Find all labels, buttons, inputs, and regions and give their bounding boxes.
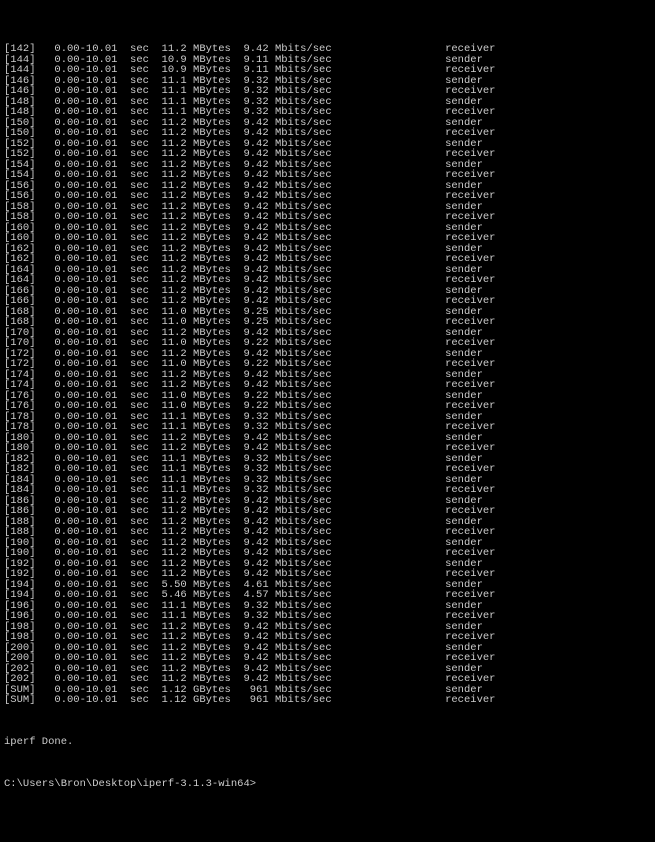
output-row: [182] 0.00-10.01 sec 11.1 MBytes 9.32 Mb…: [4, 464, 651, 475]
output-row: [190] 0.00-10.01 sec 11.2 MBytes 9.42 Mb…: [4, 548, 651, 559]
output-row: [192] 0.00-10.01 sec 11.2 MBytes 9.42 Mb…: [4, 569, 651, 580]
output-row: [176] 0.00-10.01 sec 11.0 MBytes 9.22 Mb…: [4, 401, 651, 412]
output-row: [166] 0.00-10.01 sec 11.2 MBytes 9.42 Mb…: [4, 296, 651, 307]
output-row: [200] 0.00-10.01 sec 11.2 MBytes 9.42 Mb…: [4, 653, 651, 664]
output-row: [172] 0.00-10.01 sec 11.0 MBytes 9.22 Mb…: [4, 359, 651, 370]
output-row: [160] 0.00-10.01 sec 11.2 MBytes 9.42 Mb…: [4, 233, 651, 244]
output-row: [188] 0.00-10.01 sec 11.2 MBytes 9.42 Mb…: [4, 527, 651, 538]
terminal-output: [142] 0.00-10.01 sec 11.2 MBytes 9.42 Mb…: [4, 44, 651, 706]
output-row: [150] 0.00-10.01 sec 11.2 MBytes 9.42 Mb…: [4, 128, 651, 139]
output-row: [154] 0.00-10.01 sec 11.2 MBytes 9.42 Mb…: [4, 170, 651, 181]
output-row: [152] 0.00-10.01 sec 11.2 MBytes 9.42 Mb…: [4, 149, 651, 160]
output-row: [168] 0.00-10.01 sec 11.0 MBytes 9.25 Mb…: [4, 317, 651, 328]
output-row: [156] 0.00-10.01 sec 11.2 MBytes 9.42 Mb…: [4, 191, 651, 202]
output-row: [144] 0.00-10.01 sec 10.9 MBytes 9.11 Mb…: [4, 65, 651, 76]
output-row: [180] 0.00-10.01 sec 11.2 MBytes 9.42 Mb…: [4, 443, 651, 454]
output-row: [196] 0.00-10.01 sec 11.1 MBytes 9.32 Mb…: [4, 611, 651, 622]
output-row: [164] 0.00-10.01 sec 11.2 MBytes 9.42 Mb…: [4, 275, 651, 286]
output-row: [158] 0.00-10.01 sec 11.2 MBytes 9.42 Mb…: [4, 212, 651, 223]
output-row: [146] 0.00-10.01 sec 11.1 MBytes 9.32 Mb…: [4, 86, 651, 97]
iperf-done-message: iperf Done.: [4, 737, 651, 748]
output-row: [170] 0.00-10.01 sec 11.0 MBytes 9.22 Mb…: [4, 338, 651, 349]
command-prompt[interactable]: C:\Users\Bron\Desktop\iperf-3.1.3-win64>: [4, 779, 651, 790]
output-row: [186] 0.00-10.01 sec 11.2 MBytes 9.42 Mb…: [4, 506, 651, 517]
output-row: [184] 0.00-10.01 sec 11.1 MBytes 9.32 Mb…: [4, 485, 651, 496]
blank-line: [4, 758, 651, 769]
output-row: [202] 0.00-10.01 sec 11.2 MBytes 9.42 Mb…: [4, 674, 651, 685]
blank-line: [4, 716, 651, 727]
output-row: [148] 0.00-10.01 sec 11.1 MBytes 9.32 Mb…: [4, 107, 651, 118]
output-row: [142] 0.00-10.01 sec 11.2 MBytes 9.42 Mb…: [4, 44, 651, 55]
output-row: [174] 0.00-10.01 sec 11.2 MBytes 9.42 Mb…: [4, 380, 651, 391]
output-row: [194] 0.00-10.01 sec 5.46 MBytes 4.57 Mb…: [4, 590, 651, 601]
output-row: [162] 0.00-10.01 sec 11.2 MBytes 9.42 Mb…: [4, 254, 651, 265]
output-row: [198] 0.00-10.01 sec 11.2 MBytes 9.42 Mb…: [4, 632, 651, 643]
output-row: [178] 0.00-10.01 sec 11.1 MBytes 9.32 Mb…: [4, 422, 651, 433]
